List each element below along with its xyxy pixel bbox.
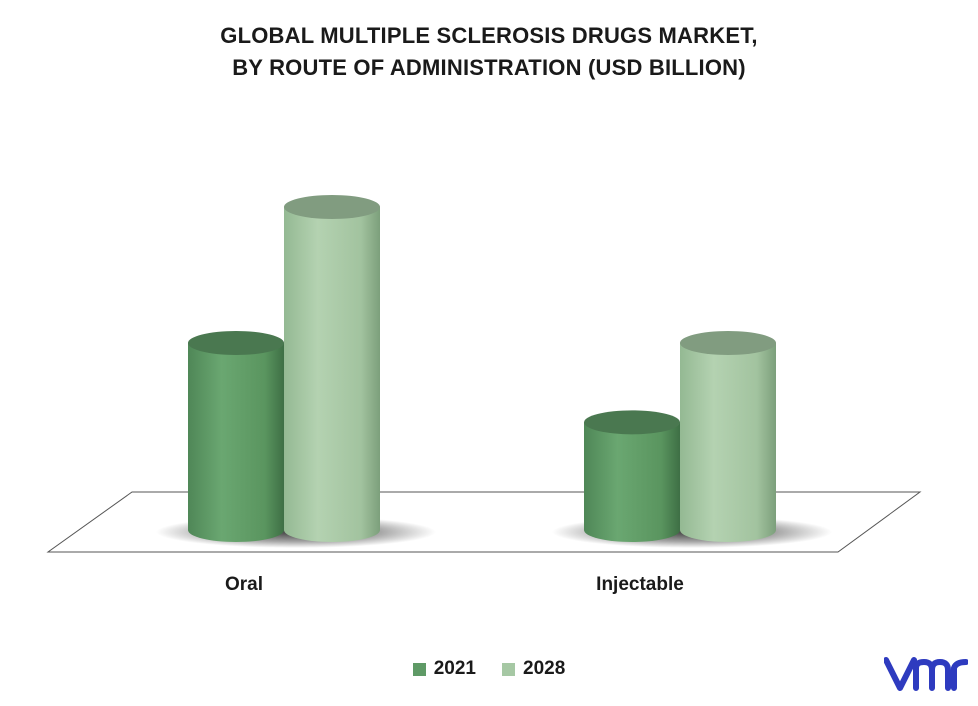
chart-title-line-1: GLOBAL MULTIPLE SCLEROSIS DRUGS MARKET, [220,23,758,48]
bars [188,195,776,542]
bar-oral-2021 [188,331,284,542]
bar-body [584,422,680,542]
bar-body [188,343,284,542]
bar-injectable-2021 [584,410,680,542]
legend-swatch-2028 [502,662,515,676]
legend-swatch-2021 [412,662,426,676]
bar-injectable-2028 [680,331,776,542]
bar-top [584,410,680,435]
bar-top [284,195,380,219]
chart-title-line-2: BY ROUTE OF ADMINISTRATION (USD BILLION) [232,55,746,80]
bar-body [284,207,380,542]
chart-title: GLOBAL MULTIPLE SCLEROSIS DRUGS MARKET, … [0,20,978,84]
bar-top [680,331,776,355]
bar-oral-2028 [284,195,380,542]
category-label-injectable: Injectable [596,574,684,595]
bar-body [680,343,776,542]
category-label-oral: Oral [224,574,264,595]
legend-item-2021: 2021 [412,658,476,680]
legend-label-2028: 2028 [523,658,566,679]
legend-label-2021: 2021 [433,658,476,679]
legend-item-2028: 2028 [502,658,565,680]
vmr-logo-icon [884,657,968,691]
bar-top [188,331,284,355]
legend: 2021 2028 [0,658,978,680]
